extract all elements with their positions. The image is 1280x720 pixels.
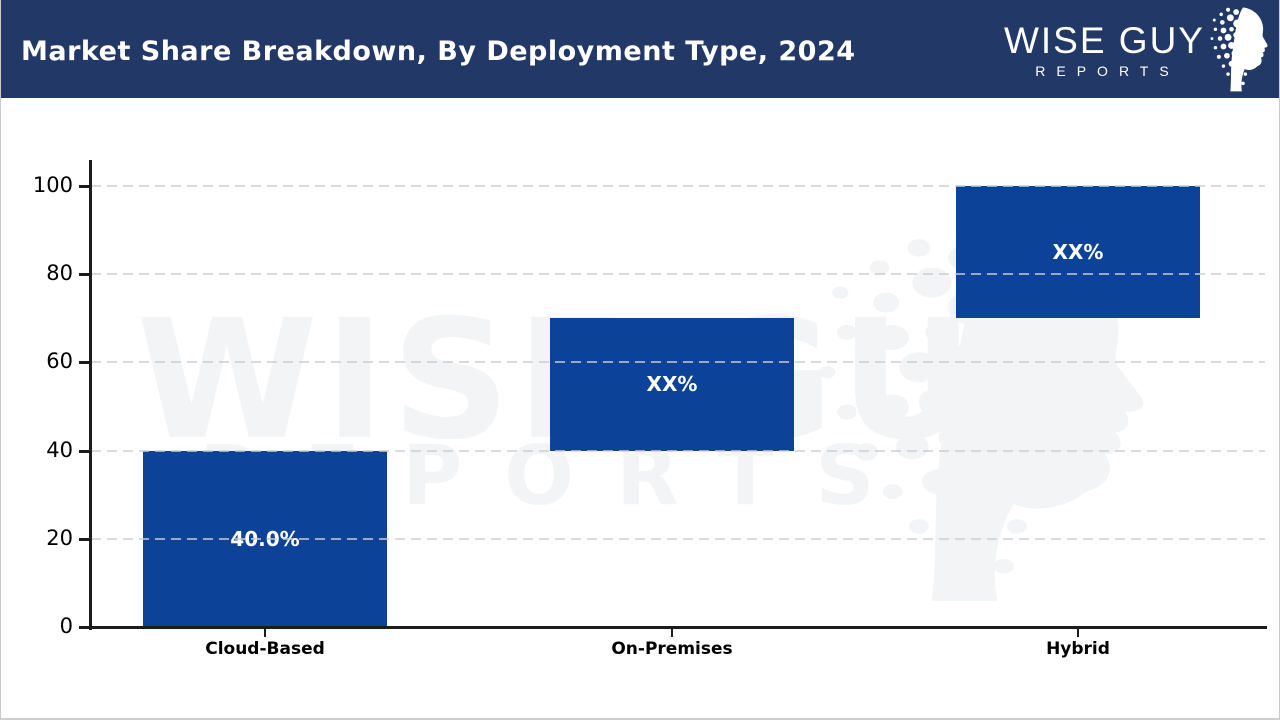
y-tick-label: 60 [46, 349, 73, 374]
bar-value-label: XX% [646, 372, 698, 397]
x-category-label: Cloud-Based [205, 639, 325, 659]
y-tick-40 [79, 449, 90, 453]
y-tick-100 [79, 185, 90, 188]
chart-area: WISE GUY REPORTS 0 20 40 60 80 100 40.0% XX% XX%… [1, 98, 1279, 718]
y-tick-label: 100 [32, 173, 73, 197]
y-tick-label: 40 [46, 437, 73, 462]
logo-text: WISE GUY REPORTS [1004, 22, 1205, 78]
bar-hybrid: XX% [956, 186, 1200, 319]
page-title: Market Share Breakdown, By Deployment Ty… [21, 36, 856, 67]
wise-guy-reports-logo: WISE GUY REPORTS [1004, 4, 1271, 98]
x-tick-2 [1077, 629, 1079, 637]
logo-subtitle: REPORTS [1035, 63, 1180, 79]
y-tick-0 [79, 626, 90, 629]
x-axis-line [89, 626, 1267, 629]
y-tick-label: 80 [46, 261, 73, 286]
y-axis-line [89, 160, 92, 630]
header-band: Market Share Breakdown, By Deployment Ty… [1, 0, 1279, 98]
x-tick-1 [671, 629, 673, 637]
y-tick-20 [79, 537, 90, 541]
gridline-60 [91, 361, 1265, 364]
y-tick-80 [79, 273, 90, 277]
x-category-label: On-Premises [611, 639, 733, 659]
x-tick-0 [264, 629, 266, 637]
y-tick-60 [79, 361, 90, 365]
y-tick-label: 0 [59, 614, 73, 638]
bar-value-label: XX% [1052, 240, 1104, 265]
logo-wordmark: WISE GUY [1003, 20, 1205, 61]
gridline-100 [91, 185, 1265, 187]
gridline-40 [91, 449, 1265, 452]
bar-on-premises: XX% [550, 318, 794, 451]
gridline-20 [91, 537, 1265, 540]
y-tick-label: 20 [46, 525, 73, 550]
x-category-label: Hybrid [1046, 639, 1110, 659]
logo-face-icon [1210, 7, 1268, 92]
gridline-80 [91, 273, 1265, 276]
